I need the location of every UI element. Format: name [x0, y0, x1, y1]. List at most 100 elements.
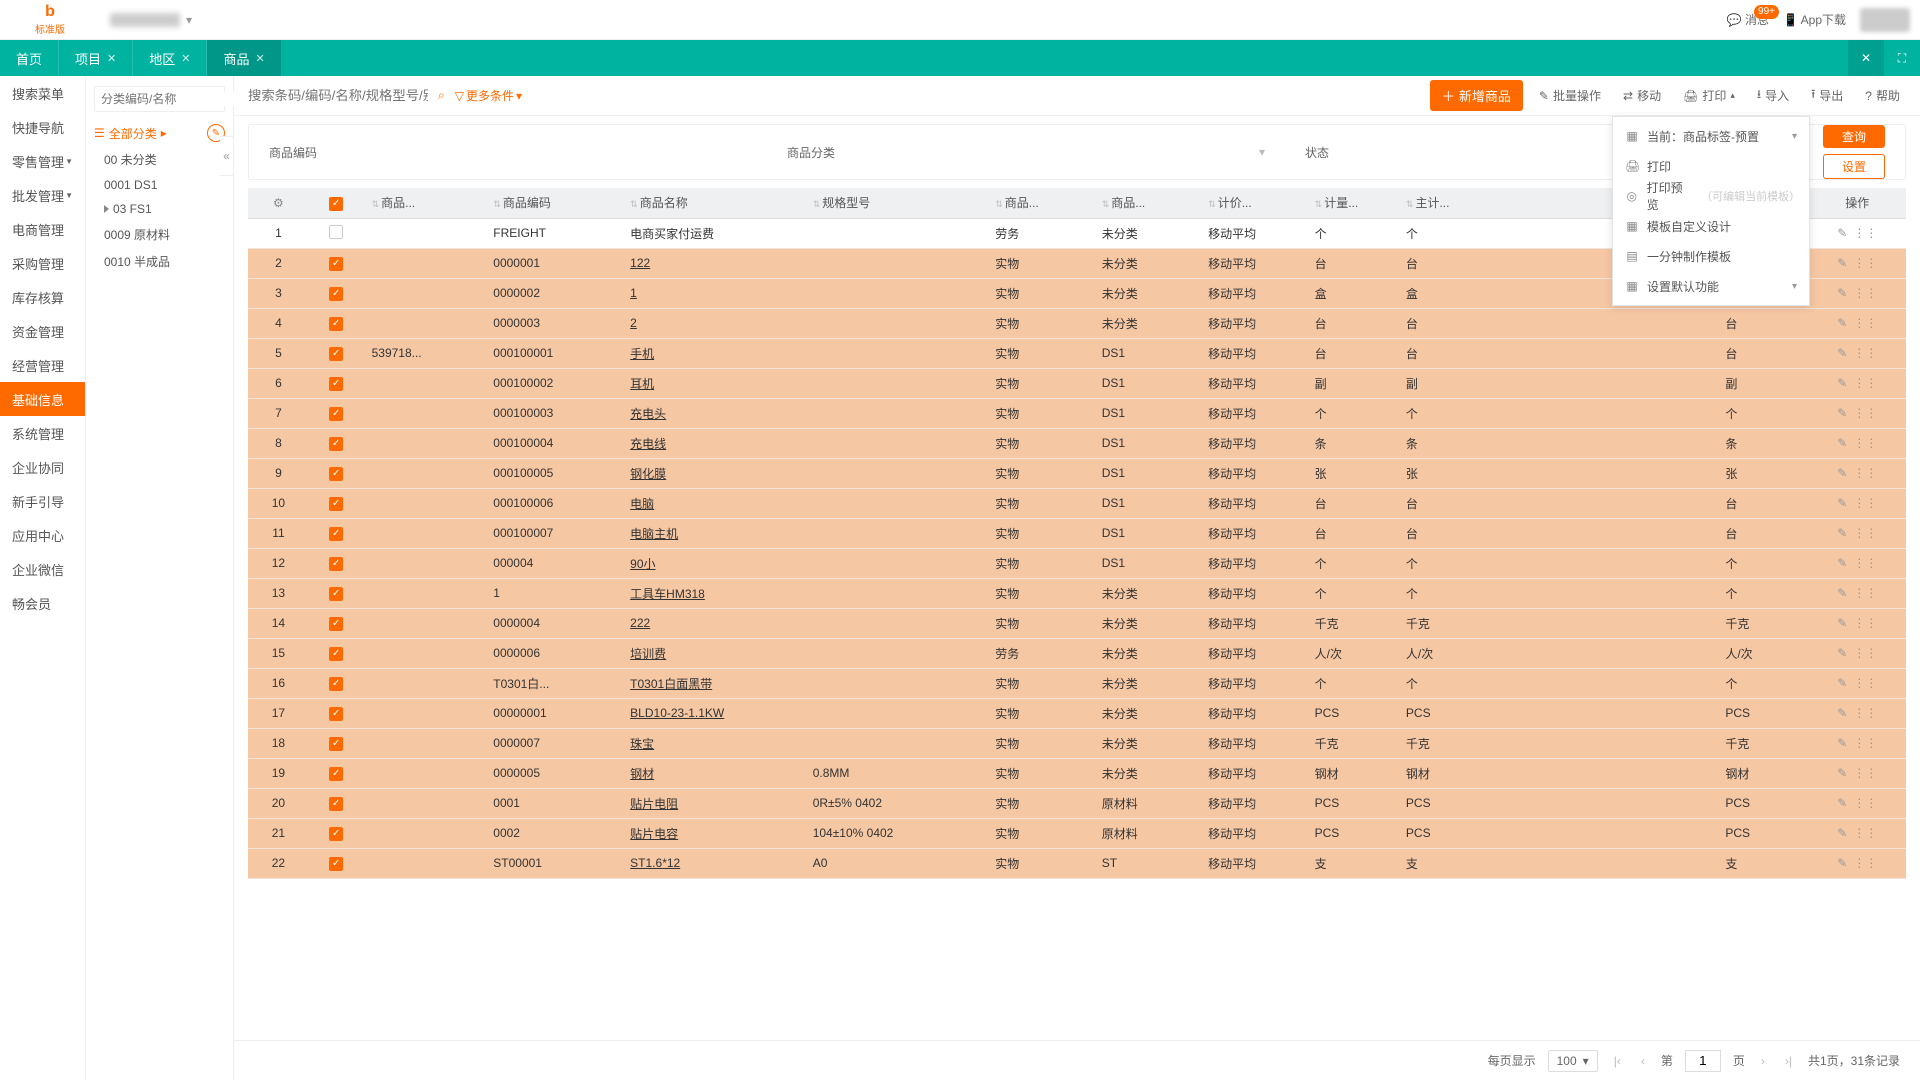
- category-node[interactable]: 0010 半成品: [86, 248, 233, 275]
- more-icon[interactable]: ⋮⋮: [1853, 496, 1877, 510]
- search-input[interactable]: [248, 88, 428, 103]
- import-button[interactable]: ⭳导入: [1751, 81, 1795, 110]
- batch-button[interactable]: ✎批量操作: [1533, 83, 1607, 108]
- table-row[interactable]: 11✓000100007电脑主机实物DS1移动平均台台台✎⋮⋮: [248, 518, 1906, 548]
- row-checkbox[interactable]: ✓: [309, 518, 364, 548]
- table-row[interactable]: 20✓0001贴片电阻0R±5% 0402实物原材料移动平均PCSPCSPCS✎…: [248, 788, 1906, 818]
- messages-button[interactable]: 💬 消息 99+: [1727, 11, 1769, 28]
- close-tab-button[interactable]: ✕: [1848, 40, 1884, 76]
- close-icon[interactable]: ✕: [107, 52, 116, 65]
- category-node[interactable]: 00 未分类: [86, 146, 233, 173]
- edit-icon[interactable]: ✎: [1837, 406, 1847, 420]
- print-default-setting[interactable]: ▦设置默认功能▾: [1613, 271, 1809, 301]
- cell-name[interactable]: 珠宝: [622, 728, 805, 758]
- row-checkbox[interactable]: ✓: [309, 548, 364, 578]
- table-row[interactable]: 12✓00000490小实物DS1移动平均个个个✎⋮⋮: [248, 548, 1906, 578]
- export-button[interactable]: ⭱导出: [1805, 81, 1849, 110]
- cell-name[interactable]: 耳机: [622, 368, 805, 398]
- print-preview[interactable]: ◎打印预览（可编辑当前模板）: [1613, 181, 1809, 211]
- more-icon[interactable]: ⋮⋮: [1853, 556, 1877, 570]
- category-search[interactable]: ⌕: [94, 86, 225, 112]
- edit-icon[interactable]: ✎: [1837, 616, 1847, 630]
- cell-name[interactable]: 充电线: [622, 428, 805, 458]
- cell-name[interactable]: 222: [622, 608, 805, 638]
- row-checkbox[interactable]: [309, 218, 364, 248]
- edit-icon[interactable]: ✎: [1837, 856, 1847, 870]
- row-checkbox[interactable]: ✓: [309, 818, 364, 848]
- table-row[interactable]: 10✓000100006电脑实物DS1移动平均台台台✎⋮⋮: [248, 488, 1906, 518]
- tab-地区[interactable]: 地区✕: [133, 40, 207, 76]
- prev-page-button[interactable]: ‹: [1637, 1054, 1649, 1068]
- sidebar-item[interactable]: 企业协同: [0, 450, 85, 484]
- sidebar-item[interactable]: 应用中心: [0, 518, 85, 552]
- sidebar-item[interactable]: 快捷导航: [0, 110, 85, 144]
- sidebar-item[interactable]: 搜索菜单: [0, 76, 85, 110]
- cell-name[interactable]: 电脑: [622, 488, 805, 518]
- table-row[interactable]: 18✓0000007珠宝实物未分类移动平均千克千克千克✎⋮⋮: [248, 728, 1906, 758]
- cell-name[interactable]: 1: [622, 278, 805, 308]
- table-row[interactable]: 9✓000100005钢化膜实物DS1移动平均张张张✎⋮⋮: [248, 458, 1906, 488]
- edit-icon[interactable]: ✎: [1837, 256, 1847, 270]
- edit-icon[interactable]: ✎: [1837, 586, 1847, 600]
- column-barcode[interactable]: ⇅商品...: [364, 188, 486, 218]
- column-settings[interactable]: ⚙: [248, 188, 309, 218]
- edit-icon[interactable]: ✎: [1837, 466, 1847, 480]
- sidebar-item[interactable]: 新手引导: [0, 484, 85, 518]
- cell-name[interactable]: 贴片电容: [622, 818, 805, 848]
- more-icon[interactable]: ⋮⋮: [1853, 406, 1877, 420]
- cell-name[interactable]: 贴片电阻: [622, 788, 805, 818]
- edit-icon[interactable]: ✎: [1837, 346, 1847, 360]
- cell-name[interactable]: 充电头: [622, 398, 805, 428]
- query-button[interactable]: 查询: [1823, 125, 1885, 148]
- cell-name[interactable]: BLD10-23-1.1KW: [622, 698, 805, 728]
- tab-商品[interactable]: 商品✕: [207, 40, 281, 76]
- row-checkbox[interactable]: ✓: [309, 308, 364, 338]
- column-price[interactable]: ⇅计价...: [1200, 188, 1306, 218]
- collapse-panel-button[interactable]: «: [220, 136, 234, 176]
- table-row[interactable]: 21✓0002贴片电容104±10% 0402实物原材料移动平均PCSPCSPC…: [248, 818, 1906, 848]
- more-icon[interactable]: ⋮⋮: [1853, 856, 1877, 870]
- edit-icon[interactable]: ✎: [1837, 706, 1847, 720]
- more-icon[interactable]: ⋮⋮: [1853, 346, 1877, 360]
- app-download-button[interactable]: 📱 App下载: [1783, 11, 1846, 28]
- sidebar-item[interactable]: 企业微信: [0, 552, 85, 586]
- more-icon[interactable]: ⋮⋮: [1853, 316, 1877, 330]
- company-selector[interactable]: ▾: [110, 13, 192, 27]
- column-name[interactable]: ⇅商品名称: [622, 188, 805, 218]
- filter-code[interactable]: 商品编码: [269, 144, 747, 161]
- cell-name[interactable]: 电脑主机: [622, 518, 805, 548]
- edit-icon[interactable]: ✎: [1837, 496, 1847, 510]
- cell-name[interactable]: 手机: [622, 338, 805, 368]
- sidebar-item[interactable]: 系统管理: [0, 416, 85, 450]
- row-checkbox[interactable]: ✓: [309, 278, 364, 308]
- more-icon[interactable]: ⋮⋮: [1853, 646, 1877, 660]
- print-template-design[interactable]: ▦模板自定义设计: [1613, 211, 1809, 241]
- more-icon[interactable]: ⋮⋮: [1853, 436, 1877, 450]
- more-icon[interactable]: ⋮⋮: [1853, 526, 1877, 540]
- edit-icon[interactable]: ✎: [1837, 676, 1847, 690]
- more-icon[interactable]: ⋮⋮: [1853, 796, 1877, 810]
- table-row[interactable]: 13✓1工具车HM318实物未分类移动平均个个个✎⋮⋮: [248, 578, 1906, 608]
- more-icon[interactable]: ⋮⋮: [1853, 466, 1877, 480]
- edit-icon[interactable]: ✎: [1837, 226, 1847, 240]
- column-category[interactable]: ⇅商品...: [1094, 188, 1200, 218]
- cell-name[interactable]: 工具车HM318: [622, 578, 805, 608]
- sidebar-item[interactable]: 基础信息: [0, 382, 85, 416]
- print-action[interactable]: 🖨打印: [1613, 151, 1809, 181]
- category-root[interactable]: ☰ 全部分类 ▸ ✎: [86, 120, 233, 146]
- table-row[interactable]: 22✓ST00001ST1.6*12A0实物ST移动平均支支支✎⋮⋮: [248, 848, 1906, 878]
- row-checkbox[interactable]: ✓: [309, 458, 364, 488]
- row-checkbox[interactable]: ✓: [309, 428, 364, 458]
- sidebar-item[interactable]: 库存核算: [0, 280, 85, 314]
- fullscreen-button[interactable]: ⛶: [1884, 40, 1920, 76]
- sidebar-item[interactable]: 资金管理: [0, 314, 85, 348]
- row-checkbox[interactable]: ✓: [309, 788, 364, 818]
- edit-icon[interactable]: ✎: [1837, 556, 1847, 570]
- edit-icon[interactable]: ✎: [1837, 736, 1847, 750]
- more-icon[interactable]: ⋮⋮: [1853, 226, 1877, 240]
- close-icon[interactable]: ✕: [256, 52, 265, 65]
- cell-name[interactable]: 122: [622, 248, 805, 278]
- row-checkbox[interactable]: ✓: [309, 488, 364, 518]
- column-main-unit[interactable]: ⇅主计...: [1398, 188, 1489, 218]
- edit-icon[interactable]: ✎: [1837, 646, 1847, 660]
